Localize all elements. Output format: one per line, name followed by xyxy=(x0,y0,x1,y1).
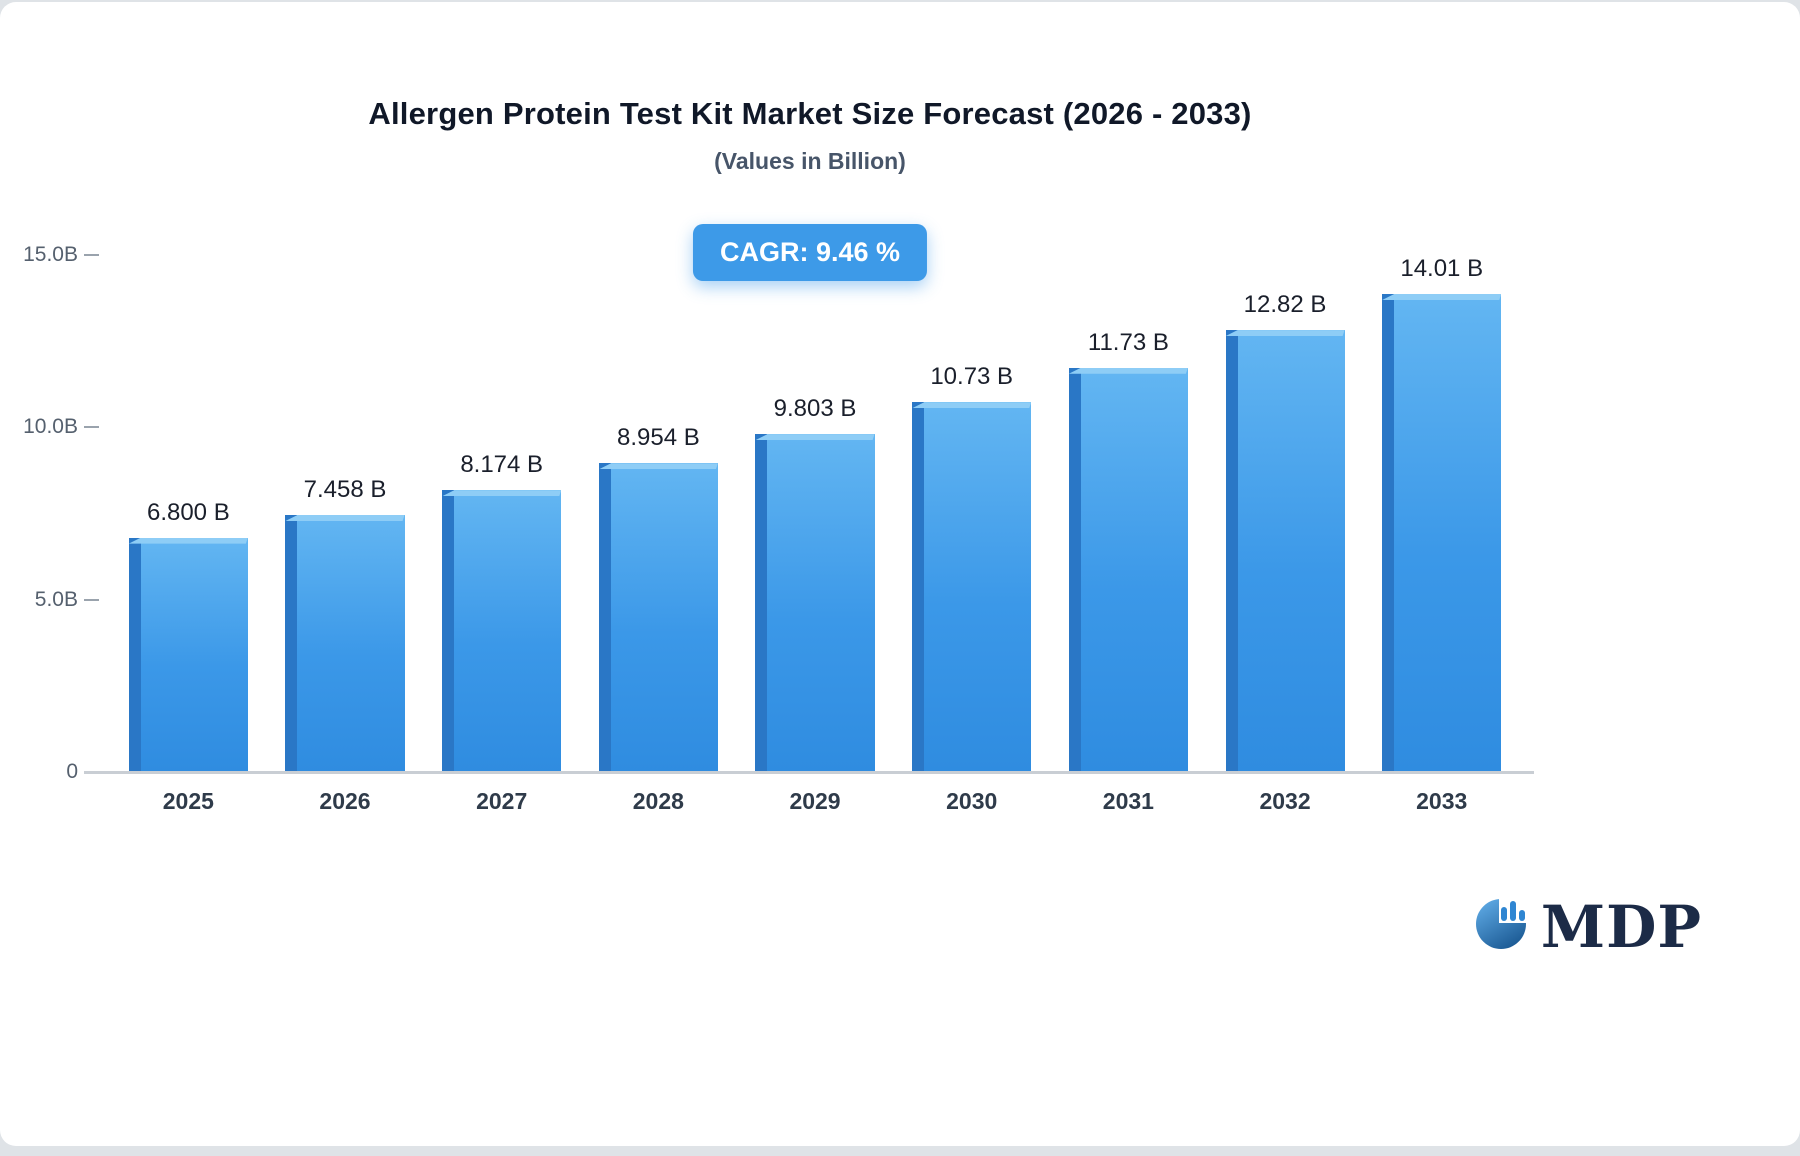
bar-2026[interactable] xyxy=(285,514,405,772)
bar-side-shade xyxy=(1382,294,1395,772)
bar-top-bevel xyxy=(129,538,248,544)
bar-value-label: 8.954 B xyxy=(616,424,700,452)
page-subtitle: (Values in Billion) xyxy=(714,148,906,174)
x-axis: 2025 2026 2027 2028 2029 2030 2031 2032 2033 xyxy=(110,788,1520,815)
bar-top-bevel xyxy=(1226,330,1345,336)
bar-2027[interactable] xyxy=(442,490,562,772)
bar-top-bevel xyxy=(1069,368,1188,374)
bar-column: 14.01 B xyxy=(1363,255,1520,772)
x-axis-label: 2029 xyxy=(789,788,841,814)
bar-2025[interactable] xyxy=(128,537,248,772)
x-axis-label: 2030 xyxy=(946,788,998,814)
x-axis-label: 2031 xyxy=(1102,788,1154,814)
bar-value-label: 14.01 B xyxy=(1400,255,1484,282)
bar-side-shade xyxy=(912,402,925,772)
x-axis-label: 2025 xyxy=(162,788,214,814)
bar-side-shade xyxy=(1068,367,1081,772)
bars-row: 6.800 B 7.458 B 8.174 B 8.954 B 9.803 B 10.73… xyxy=(110,255,1520,772)
bar-2028[interactable] xyxy=(598,463,718,772)
bar-2031[interactable] xyxy=(1068,367,1188,772)
x-axis-label: 2033 xyxy=(1416,788,1468,814)
x-axis-label: 2027 xyxy=(476,788,528,814)
y-axis-tick-label: 10.0B xyxy=(23,415,78,439)
x-axis-label: 2028 xyxy=(632,788,684,814)
plot-area: 15.0B 10.0B 5.0B 0 6.800 B 7.458 B 8.174 B 8.9… xyxy=(23,243,1534,814)
bar-2032[interactable] xyxy=(1225,330,1345,772)
bar-top-bevel xyxy=(755,434,874,440)
y-axis-tick-mark xyxy=(84,598,99,601)
bar-column: 7.458 B xyxy=(267,255,424,772)
bar-column: 12.82 B xyxy=(1207,255,1364,772)
bar-top-bevel xyxy=(912,402,1031,408)
y-axis-tick-label: 15.0B xyxy=(23,243,78,266)
bar-2030[interactable] xyxy=(912,402,1032,772)
mdp-logo-text: MDP xyxy=(1540,892,1702,961)
bar-side-shade xyxy=(598,463,611,772)
bar-value-label: 8.174 B xyxy=(460,451,544,479)
bar-side-shade xyxy=(285,514,298,772)
bar-value-label: 10.73 B xyxy=(930,363,1014,391)
bar-value-label: 6.800 B xyxy=(146,498,230,526)
x-axis-line xyxy=(84,771,1534,774)
bar-value-label: 7.458 B xyxy=(303,475,387,503)
bar-2029[interactable] xyxy=(755,434,875,772)
chart-container: Allergen Protein Test Kit Market Size Fo… xyxy=(0,2,1620,1146)
mdp-logo: MDP xyxy=(1471,894,1702,959)
bar-side-shade xyxy=(755,434,768,772)
bar-column: 8.954 B xyxy=(580,255,737,772)
bar-column: 6.800 B xyxy=(110,255,267,772)
x-axis-label: 2026 xyxy=(319,788,371,814)
y-axis-tick-mark xyxy=(84,254,99,256)
mdp-logo-icon xyxy=(1471,894,1531,959)
bar-top-bevel xyxy=(285,515,404,521)
y-axis-tick-mark xyxy=(84,426,99,429)
bar-2033[interactable] xyxy=(1382,294,1502,772)
bar-side-shade xyxy=(442,490,455,772)
y-axis-tick-label: 5.0B xyxy=(34,587,78,611)
bar-top-bevel xyxy=(1382,294,1501,300)
bar-column: 11.73 B xyxy=(1050,255,1207,772)
page-title: Allergen Protein Test Kit Market Size Fo… xyxy=(368,96,1252,131)
bar-column: 10.73 B xyxy=(893,255,1050,772)
bar-side-shade xyxy=(128,537,141,772)
bar-column: 8.174 B xyxy=(423,255,580,772)
bar-side-shade xyxy=(1225,330,1238,772)
x-axis-label: 2032 xyxy=(1259,788,1311,814)
bar-value-label: 12.82 B xyxy=(1243,291,1327,319)
bar-top-bevel xyxy=(599,463,718,469)
bar-top-bevel xyxy=(442,490,561,496)
bar-value-label: 11.73 B xyxy=(1087,328,1169,356)
y-axis-tick-label: 0 xyxy=(66,760,78,783)
cagr-badge: CAGR: 9.46 % xyxy=(692,224,928,281)
bar-value-label: 9.803 B xyxy=(773,395,857,423)
bar-column: 9.803 B xyxy=(737,255,894,772)
